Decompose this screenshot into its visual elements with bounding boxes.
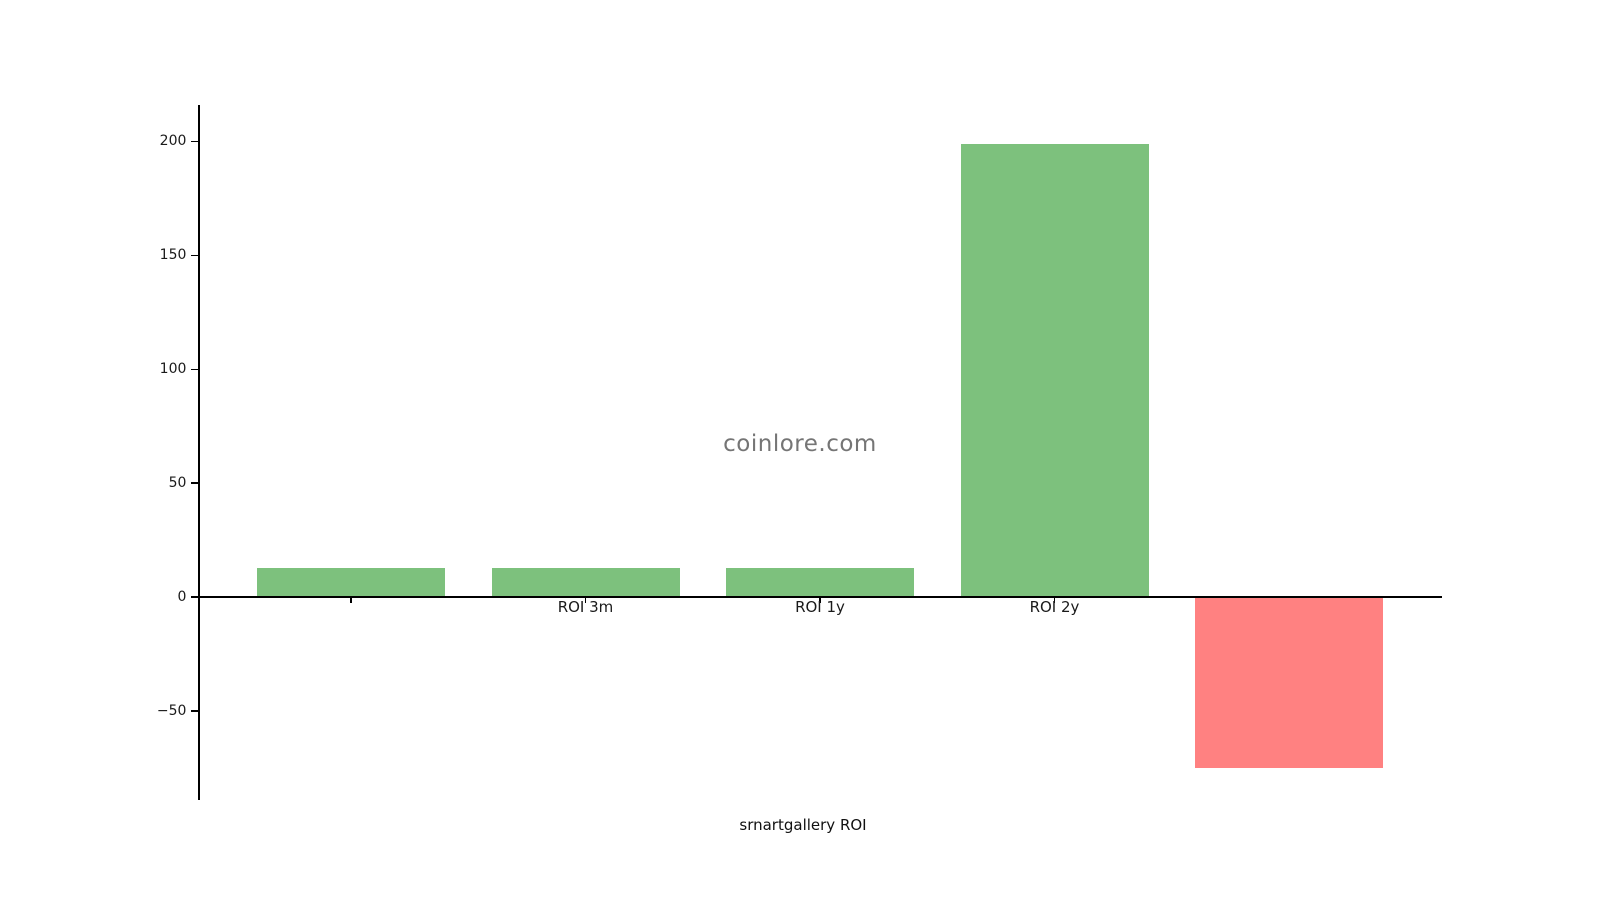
x-tick-label: ROI 1y (795, 598, 845, 617)
y-tick-mark (191, 254, 199, 257)
bar-roi-2y (960, 143, 1149, 598)
x-tick-label: ROI 2y (1029, 598, 1080, 617)
y-tick-label: 0 (177, 589, 187, 606)
y-tick-mark (191, 596, 199, 598)
x-tick-mark (819, 597, 821, 604)
bar-roi-1y (726, 567, 914, 598)
y-tick-label: −50 (156, 703, 187, 720)
y-tick-label: 100 (159, 361, 187, 378)
x-tick-mark (584, 597, 587, 604)
chart-title: srnartgallery ROI (739, 816, 867, 834)
x-tick-mark (1053, 597, 1056, 604)
bar-series-0 (257, 567, 445, 598)
y-tick-mark (191, 710, 199, 712)
bar-roi-3m (491, 567, 680, 598)
y-tick-mark (191, 140, 199, 143)
y-tick-mark (191, 482, 199, 485)
bar-series-4 (1195, 597, 1383, 769)
watermark-text: coinlore.com (723, 431, 877, 457)
x-tick-label: ROI 3m (557, 598, 614, 617)
y-tick-mark (191, 368, 199, 371)
y-tick-label: 150 (159, 247, 187, 264)
x-tick-mark (350, 597, 352, 604)
y-axis-line (198, 105, 200, 800)
y-tick-label: 50 (168, 475, 187, 492)
x-axis-line (198, 596, 1442, 598)
y-tick-label: 200 (159, 133, 187, 150)
